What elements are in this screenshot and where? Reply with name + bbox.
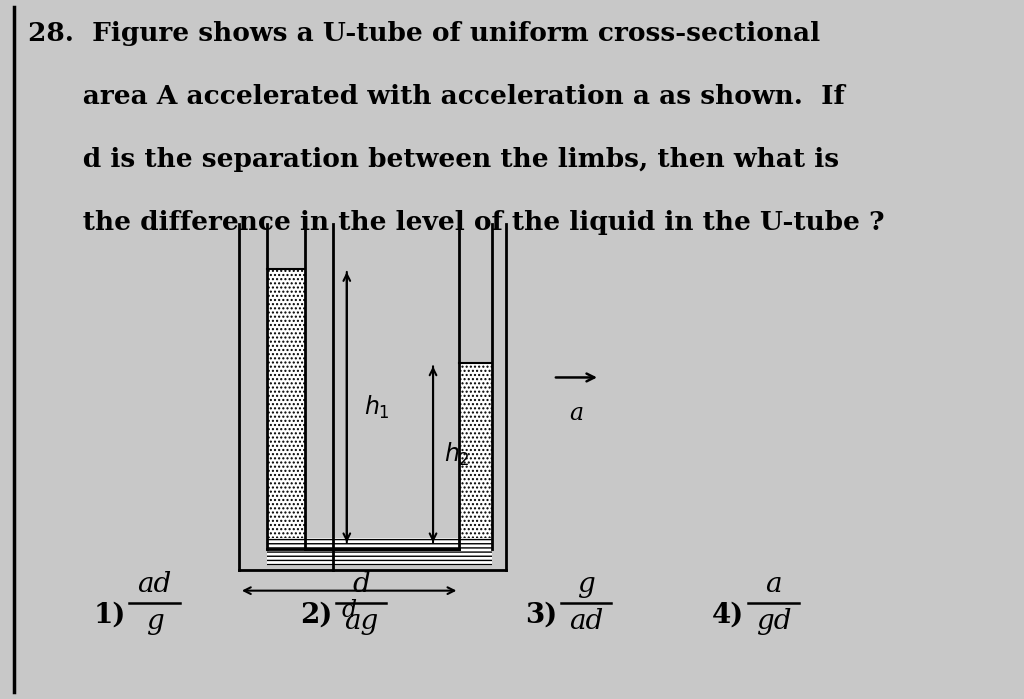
Text: d is the separation between the limbs, then what is: d is the separation between the limbs, t… <box>28 147 840 172</box>
Text: ad: ad <box>137 570 172 598</box>
Text: area A accelerated with acceleration a as shown.  If: area A accelerated with acceleration a a… <box>28 84 845 109</box>
Text: ad: ad <box>568 608 603 635</box>
Text: d: d <box>352 570 370 598</box>
Text: $h_2$: $h_2$ <box>444 441 470 468</box>
Text: the difference in the level of the liquid in the U-tube ?: the difference in the level of the liqui… <box>28 210 885 235</box>
Text: 28.  Figure shows a U-tube of uniform cross-sectional: 28. Figure shows a U-tube of uniform cro… <box>28 21 820 46</box>
Text: d: d <box>342 599 356 622</box>
Text: 2): 2) <box>300 602 333 628</box>
Text: g: g <box>577 570 595 598</box>
Bar <box>460 363 493 545</box>
Text: g: g <box>145 608 164 635</box>
Text: 1): 1) <box>94 602 126 628</box>
Text: a: a <box>569 402 584 425</box>
Text: ag: ag <box>344 608 378 635</box>
Text: 4): 4) <box>713 602 744 628</box>
Text: 3): 3) <box>525 602 557 628</box>
Text: $h_1$: $h_1$ <box>364 394 389 421</box>
Bar <box>267 538 493 566</box>
Bar <box>304 545 460 566</box>
Text: gd: gd <box>756 608 791 635</box>
Text: a: a <box>765 570 781 598</box>
Bar <box>267 269 304 545</box>
